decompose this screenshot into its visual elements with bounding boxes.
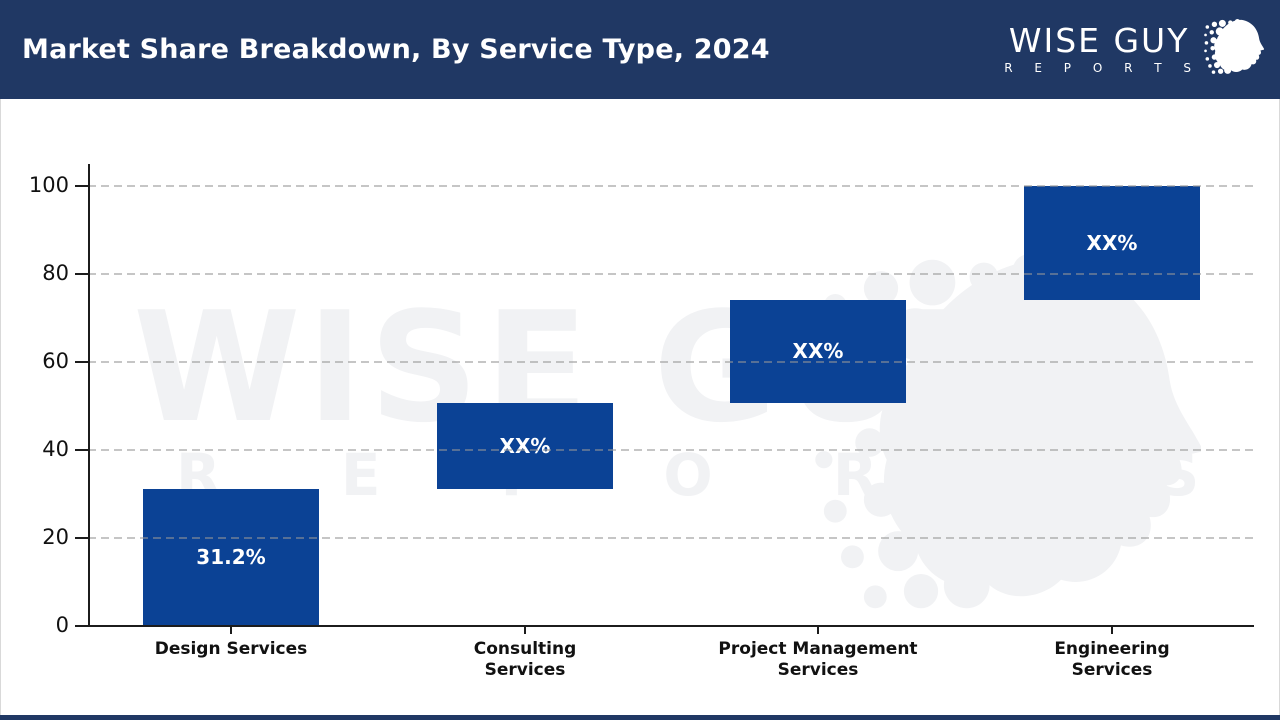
- logo-subtitle: R E P O R T S: [1004, 60, 1200, 75]
- head-profile-dots-icon: [1204, 18, 1264, 74]
- y-axis-line: [88, 164, 90, 627]
- y-tick-label: 40: [42, 437, 69, 461]
- y-tick-80: [75, 273, 88, 275]
- watermark-subtitle: R E P O R T S: [176, 441, 1250, 509]
- header-bar: Market Share Breakdown, By Service Type,…: [0, 0, 1280, 99]
- category-label-2: Consulting Services: [473, 639, 577, 681]
- footer-strip: [0, 715, 1280, 720]
- x-tick-1: [230, 627, 232, 634]
- y-tick-0: [75, 625, 88, 627]
- logo-wordmark: WISE GUY: [1008, 21, 1190, 61]
- plot-area: WISE GUY R E P O R T S 0 20 40 60 80 100 31.2%…: [0, 99, 1280, 716]
- x-tick-2: [524, 627, 526, 634]
- category-label-3: Project Management Services: [718, 639, 918, 681]
- logo-text: WISE GUY R E P O R T S: [998, 24, 1200, 75]
- category-label-4: Engineering Services: [1054, 639, 1170, 681]
- y-tick-label: 100: [28, 173, 69, 197]
- gridline-100: [88, 185, 1254, 187]
- category-label-1: Design Services: [154, 639, 308, 659]
- x-tick-3: [817, 627, 819, 634]
- bar-4: XX%: [1024, 186, 1200, 300]
- y-tick-label: 0: [55, 613, 69, 637]
- bar-value-label: XX%: [792, 339, 844, 364]
- gridline-80: [88, 273, 1254, 275]
- y-tick-40: [75, 449, 88, 451]
- x-tick-4: [1111, 627, 1113, 634]
- bar-3: XX%: [730, 299, 906, 403]
- y-tick-label: 80: [42, 261, 69, 285]
- wise-guy-logo: WISE GUY R E P O R T S: [998, 14, 1264, 86]
- y-tick-20: [75, 537, 88, 539]
- y-tick-60: [75, 361, 88, 363]
- bar-value-label: 31.2%: [196, 545, 266, 570]
- gridline-40: [88, 449, 1254, 451]
- chart-title: Market Share Breakdown, By Service Type,…: [22, 34, 770, 65]
- bar-value-label: XX%: [1086, 230, 1138, 255]
- y-tick-100: [75, 185, 88, 187]
- bar-value-label: XX%: [499, 433, 551, 458]
- x-axis-line: [88, 625, 1254, 627]
- y-tick-label: 20: [42, 525, 69, 549]
- bar-1: 31.2%: [143, 488, 319, 626]
- gridline-60: [88, 361, 1254, 363]
- bar-2: XX%: [437, 402, 613, 489]
- gridline-20: [88, 537, 1254, 539]
- y-tick-label: 60: [42, 349, 69, 373]
